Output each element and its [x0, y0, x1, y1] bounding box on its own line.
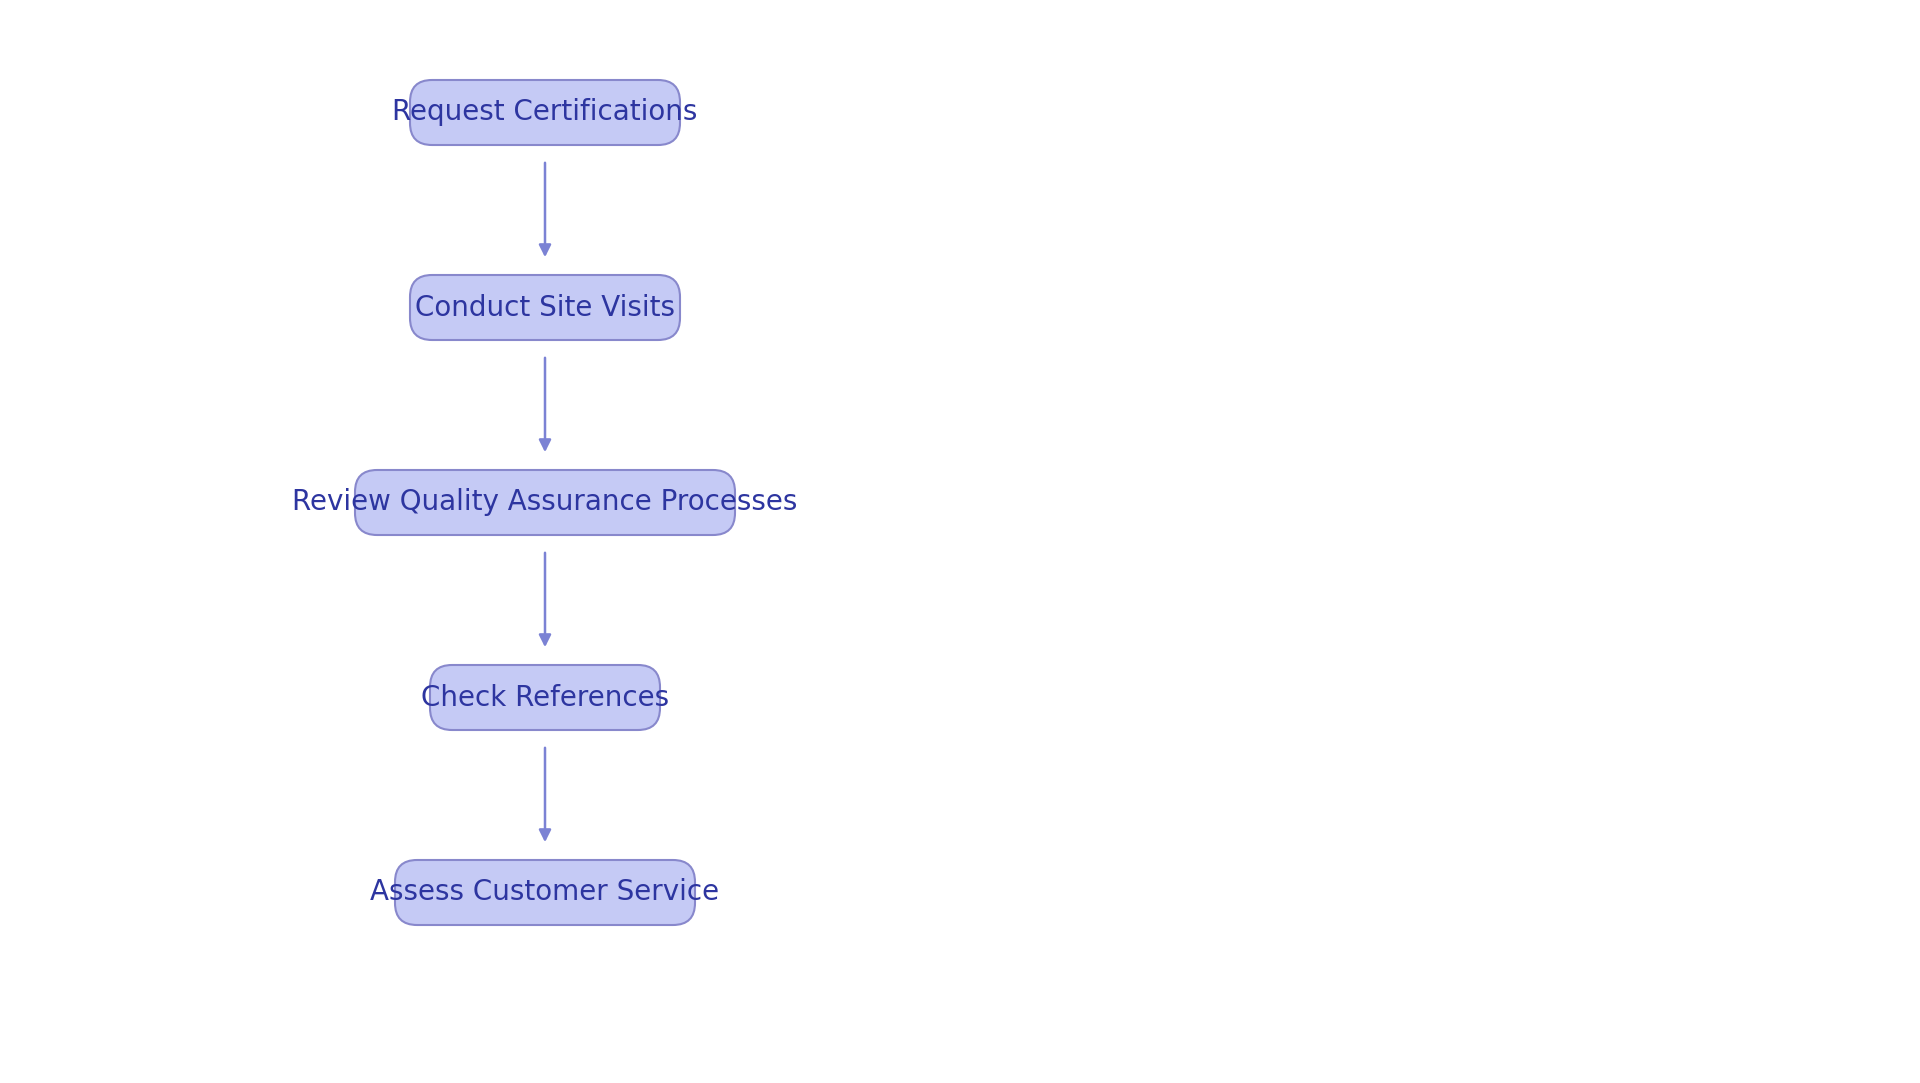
FancyBboxPatch shape — [430, 665, 660, 730]
FancyBboxPatch shape — [411, 275, 680, 340]
Text: Review Quality Assurance Processes: Review Quality Assurance Processes — [292, 488, 797, 517]
FancyBboxPatch shape — [396, 860, 695, 925]
Text: Assess Customer Service: Assess Customer Service — [371, 878, 720, 906]
Text: Request Certifications: Request Certifications — [392, 99, 697, 127]
Text: Check References: Check References — [420, 683, 668, 712]
Text: Conduct Site Visits: Conduct Site Visits — [415, 293, 676, 322]
FancyBboxPatch shape — [355, 470, 735, 535]
FancyBboxPatch shape — [411, 80, 680, 145]
